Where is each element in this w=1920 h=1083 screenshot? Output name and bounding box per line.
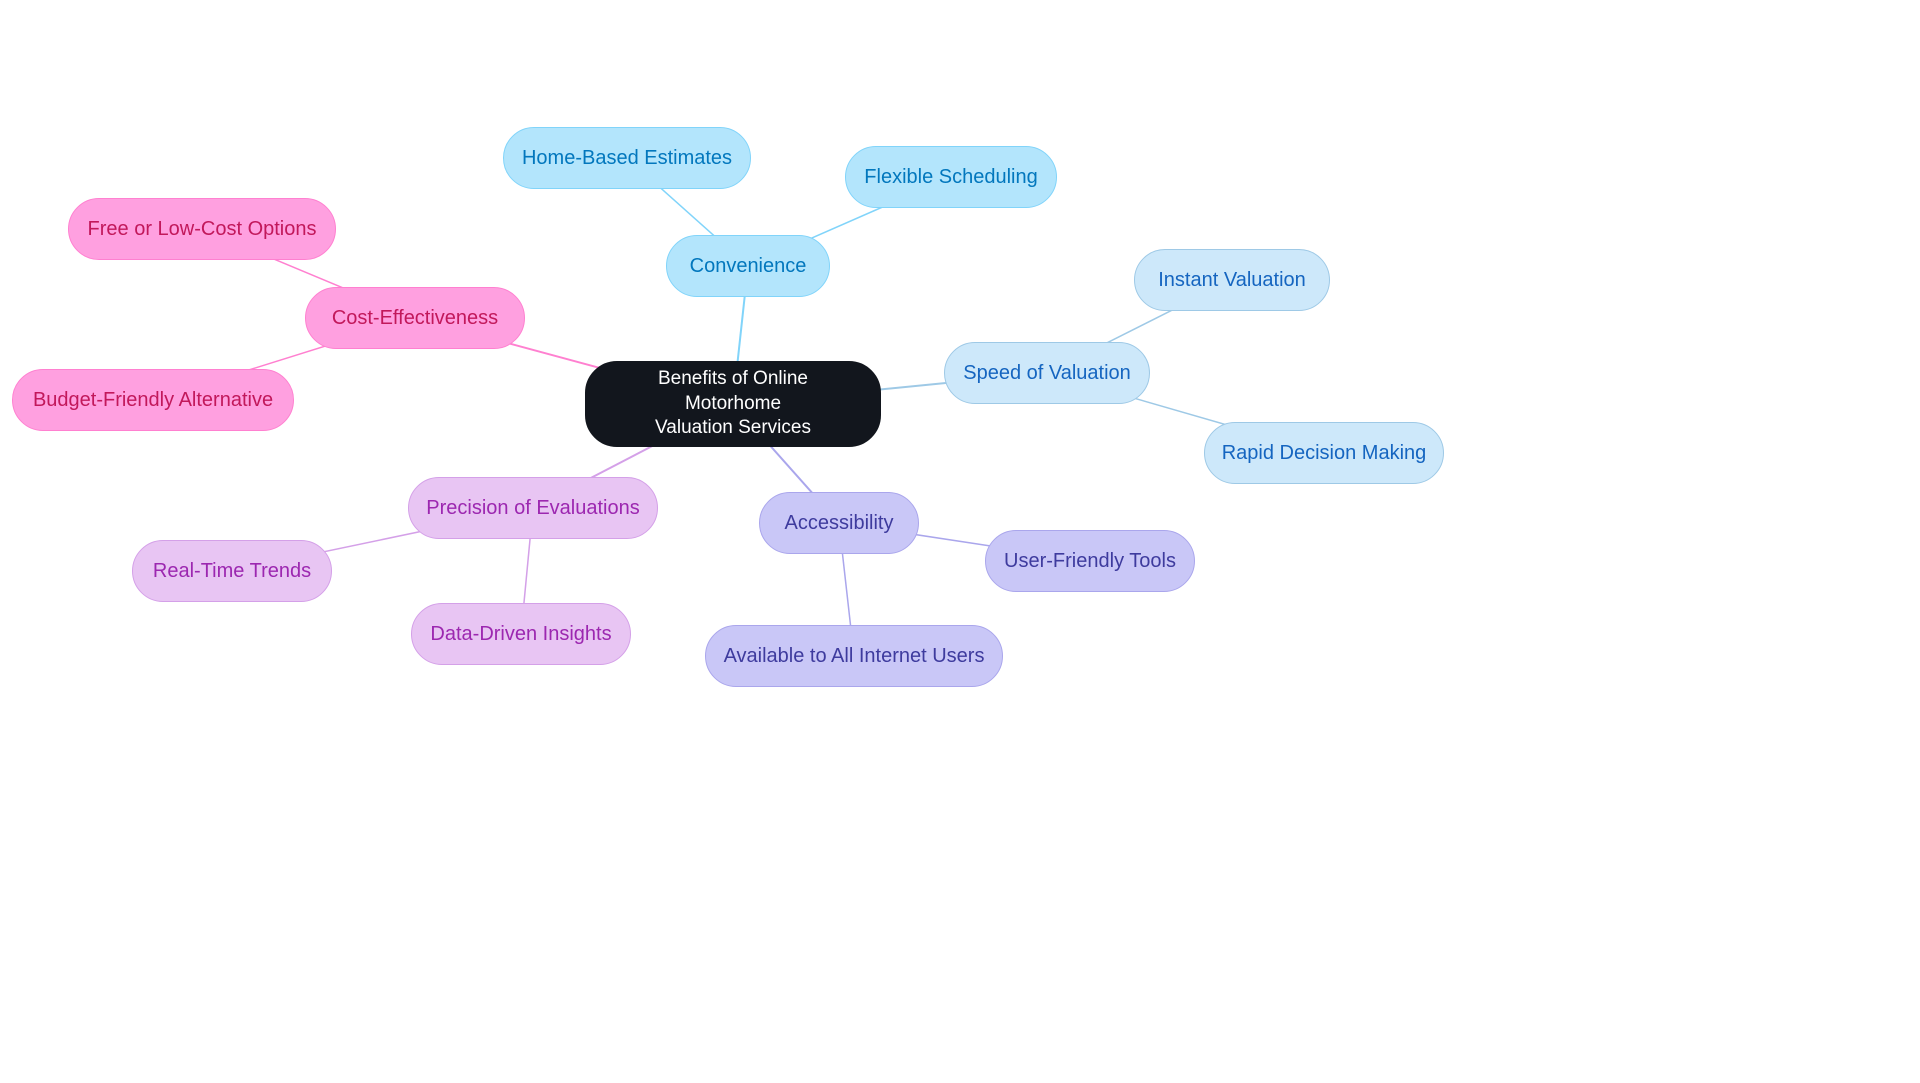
node-cost: Cost-Effectiveness — [305, 287, 525, 349]
node-realtime: Real-Time Trends — [132, 540, 332, 602]
node-available: Available to All Internet Users — [705, 625, 1003, 687]
node-budget: Budget-Friendly Alternative — [12, 369, 294, 431]
node-speed: Speed of Valuation — [944, 342, 1150, 404]
node-data-driven: Data-Driven Insights — [411, 603, 631, 665]
node-precision: Precision of Evaluations — [408, 477, 658, 539]
node-user-friendly: User-Friendly Tools — [985, 530, 1195, 592]
node-convenience: Convenience — [666, 235, 830, 297]
node-home-based: Home-Based Estimates — [503, 127, 751, 189]
node-instant: Instant Valuation — [1134, 249, 1330, 311]
node-accessibility: Accessibility — [759, 492, 919, 554]
node-free: Free or Low-Cost Options — [68, 198, 336, 260]
node-rapid: Rapid Decision Making — [1204, 422, 1444, 484]
node-root: Benefits of Online MotorhomeValuation Se… — [585, 361, 881, 447]
node-flexible: Flexible Scheduling — [845, 146, 1057, 208]
